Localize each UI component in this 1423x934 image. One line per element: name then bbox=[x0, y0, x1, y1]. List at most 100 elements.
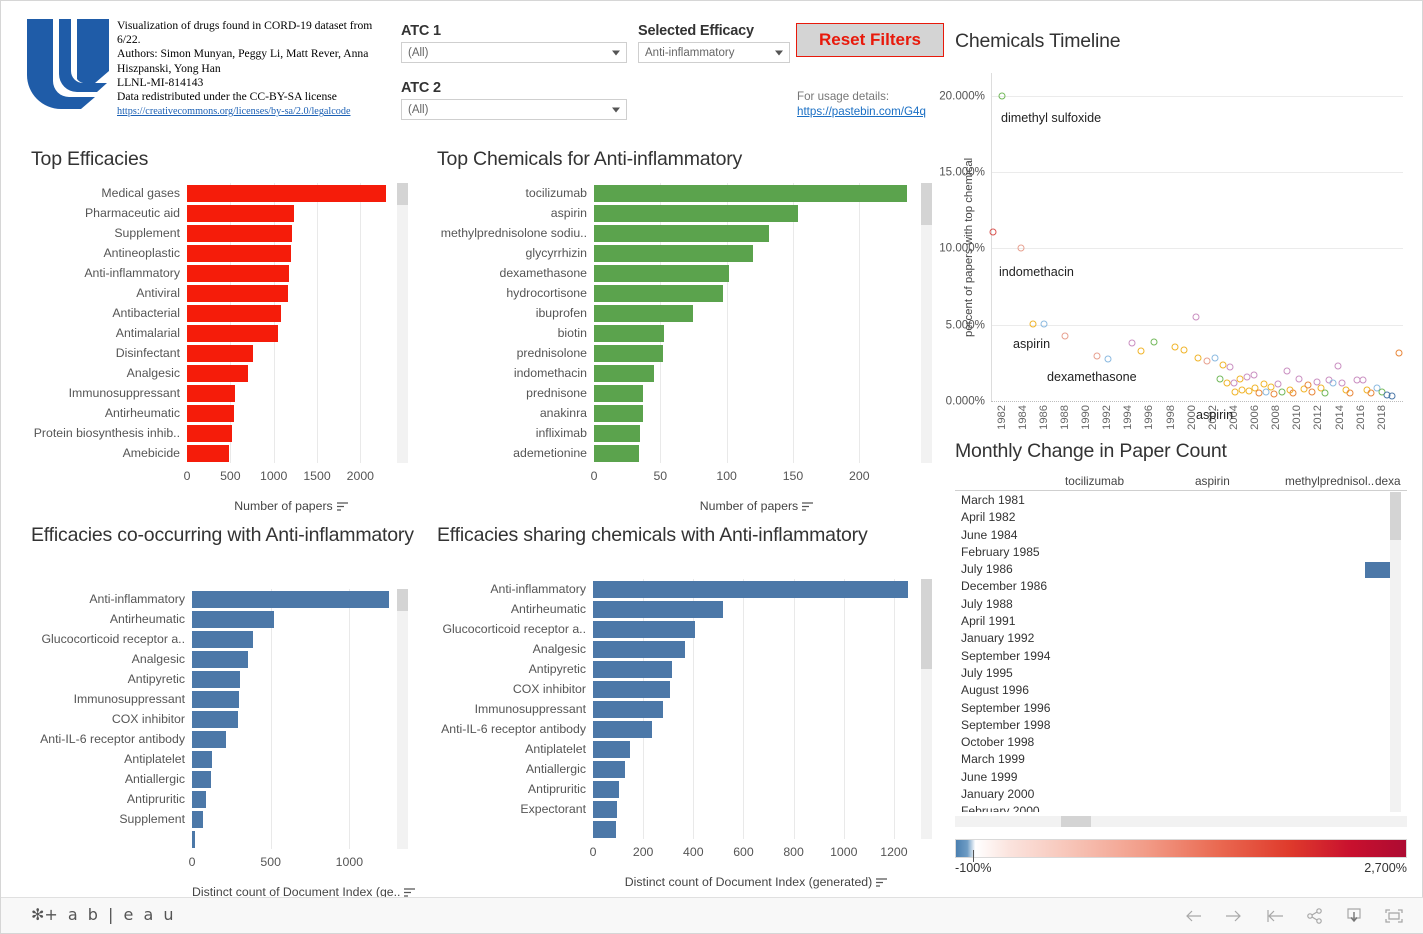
bar-value[interactable] bbox=[187, 304, 281, 322]
scatter-point[interactable] bbox=[1093, 352, 1101, 360]
bar-row[interactable]: Antipyretic bbox=[25, 669, 425, 689]
top_efficacies-vscrollbar[interactable] bbox=[397, 183, 408, 463]
bar-value[interactable] bbox=[593, 640, 685, 658]
bar-value[interactable] bbox=[192, 790, 207, 808]
bar-value[interactable] bbox=[593, 580, 908, 598]
bar-value[interactable] bbox=[187, 204, 295, 222]
bar-row[interactable]: Antipyretic bbox=[431, 659, 941, 679]
scatter-point[interactable] bbox=[1150, 338, 1158, 346]
bar-row[interactable]: Antiplatelet bbox=[25, 749, 425, 769]
table-column-header[interactable]: aspirin bbox=[1195, 474, 1230, 488]
bar-value[interactable] bbox=[187, 184, 387, 202]
scatter-point[interactable] bbox=[1216, 375, 1224, 383]
table-row[interactable]: February 2000 bbox=[955, 803, 1407, 812]
scatter-point[interactable] bbox=[1295, 375, 1303, 383]
bar-row[interactable]: Anti-IL-6 receptor antibody bbox=[25, 729, 425, 749]
scatter-point[interactable] bbox=[1194, 354, 1202, 362]
scatter-point[interactable] bbox=[1274, 380, 1282, 388]
scatter-point[interactable] bbox=[1308, 388, 1316, 396]
bar-value[interactable] bbox=[594, 384, 644, 402]
table-row[interactable]: July 1988 bbox=[955, 596, 1407, 613]
table-row[interactable]: March 1999 bbox=[955, 751, 1407, 768]
bar-row[interactable]: Antiallergic bbox=[25, 769, 425, 789]
efficacies_cooccurring-vscrollbar[interactable] bbox=[397, 589, 408, 849]
bar-row[interactable]: Antibacterial bbox=[25, 303, 425, 323]
bar-row[interactable]: Antineoplastic bbox=[25, 243, 425, 263]
monthly-table-body[interactable]: March 1981 April 1982 June 1984 February 19… bbox=[955, 492, 1407, 812]
bar-row[interactable]: Amebicide bbox=[25, 443, 425, 463]
scatter-point[interactable] bbox=[1260, 380, 1268, 388]
bar-row[interactable]: Anti-IL-6 receptor antibody bbox=[431, 719, 941, 739]
license-link[interactable]: https://creativecommons.org/licenses/by-… bbox=[117, 106, 351, 118]
scatter-point[interactable] bbox=[1061, 332, 1069, 340]
sort-icon[interactable] bbox=[876, 876, 888, 890]
bar-row[interactable]: Antiallergic bbox=[431, 759, 941, 779]
scatter-point[interactable] bbox=[1334, 362, 1341, 370]
scatter-point[interactable] bbox=[1203, 357, 1210, 365]
atc2-select[interactable]: (All) bbox=[401, 99, 627, 120]
table-column-header[interactable]: dexa bbox=[1375, 474, 1401, 488]
sort-icon[interactable] bbox=[404, 886, 416, 900]
table-row[interactable]: April 1991 bbox=[955, 613, 1407, 630]
scatter-point[interactable] bbox=[1180, 346, 1188, 354]
bar-value[interactable] bbox=[593, 600, 724, 618]
bar-row[interactable] bbox=[25, 829, 425, 849]
table-row[interactable]: December 1986 bbox=[955, 578, 1407, 595]
table-row[interactable]: March 1981 bbox=[955, 492, 1407, 509]
bar-value[interactable] bbox=[593, 740, 631, 758]
bar-row[interactable]: Antiplatelet bbox=[431, 739, 941, 759]
bar-row[interactable]: Immunosuppressant bbox=[25, 383, 425, 403]
bar-value[interactable] bbox=[187, 404, 234, 422]
scatter-point[interactable] bbox=[998, 92, 1006, 100]
bar-value[interactable] bbox=[593, 760, 625, 778]
bar-row[interactable]: Analgesic bbox=[431, 639, 941, 659]
scatter-point[interactable] bbox=[1317, 384, 1325, 392]
scatter-point[interactable] bbox=[1283, 367, 1291, 375]
bar-row[interactable]: Anti-inflammatory bbox=[25, 589, 425, 609]
bar-value[interactable] bbox=[192, 650, 248, 668]
bar-value[interactable] bbox=[192, 710, 238, 728]
bar-value[interactable] bbox=[187, 224, 293, 242]
scatter-point[interactable] bbox=[1363, 386, 1371, 394]
table-row[interactable]: October 1998 bbox=[955, 734, 1407, 751]
bar-row[interactable]: dexamethasone bbox=[431, 263, 941, 283]
bar-row[interactable]: Disinfectant bbox=[25, 343, 425, 363]
bar-row[interactable]: indomethacin bbox=[431, 363, 941, 383]
scatter-point[interactable] bbox=[1346, 389, 1354, 397]
bar-value[interactable] bbox=[192, 670, 240, 688]
table-row[interactable]: April 1982 bbox=[955, 509, 1407, 526]
bar-value[interactable] bbox=[594, 344, 663, 362]
table-row[interactable]: January 1992 bbox=[955, 630, 1407, 647]
bar-value[interactable] bbox=[594, 424, 641, 442]
scatter-point[interactable] bbox=[989, 228, 997, 236]
bar-value[interactable] bbox=[192, 770, 212, 788]
atc1-select[interactable]: (All) bbox=[401, 42, 627, 63]
monthly-table-vscrollbar[interactable] bbox=[1390, 492, 1401, 812]
scatter-point[interactable] bbox=[1192, 313, 1200, 321]
bar-row[interactable]: Antimalarial bbox=[25, 323, 425, 343]
bar-value[interactable] bbox=[187, 324, 278, 342]
bar-value[interactable] bbox=[192, 810, 203, 828]
bar-row[interactable]: Protein biosynthesis inhib.. bbox=[25, 423, 425, 443]
scatter-point[interactable] bbox=[1231, 388, 1239, 396]
scatter-point[interactable] bbox=[1338, 379, 1346, 387]
share-icon[interactable] bbox=[1304, 906, 1326, 926]
scatter-point[interactable] bbox=[1211, 354, 1219, 362]
bar-value[interactable] bbox=[594, 364, 654, 382]
bar-value[interactable] bbox=[187, 284, 288, 302]
bar-value[interactable] bbox=[594, 324, 665, 342]
back-arrow-icon[interactable] bbox=[1183, 906, 1205, 926]
table-row[interactable]: September 1994 bbox=[955, 648, 1407, 665]
bar-value[interactable] bbox=[594, 284, 723, 302]
scatter-point[interactable] bbox=[1388, 392, 1396, 400]
bar-row[interactable]: aspirin bbox=[431, 203, 941, 223]
bar-row[interactable]: Analgesic bbox=[25, 649, 425, 669]
bar-value[interactable] bbox=[594, 404, 644, 422]
monthly-table-hscrollbar[interactable] bbox=[955, 816, 1407, 827]
scatter-point[interactable] bbox=[1029, 320, 1037, 328]
bar-row[interactable]: Anti-inflammatory bbox=[431, 579, 941, 599]
bar-row[interactable]: Analgesic bbox=[25, 363, 425, 383]
bar-row[interactable]: Supplement bbox=[25, 223, 425, 243]
bar-row[interactable]: Immunosuppressant bbox=[431, 699, 941, 719]
bar-row[interactable]: Antirheumatic bbox=[25, 403, 425, 423]
